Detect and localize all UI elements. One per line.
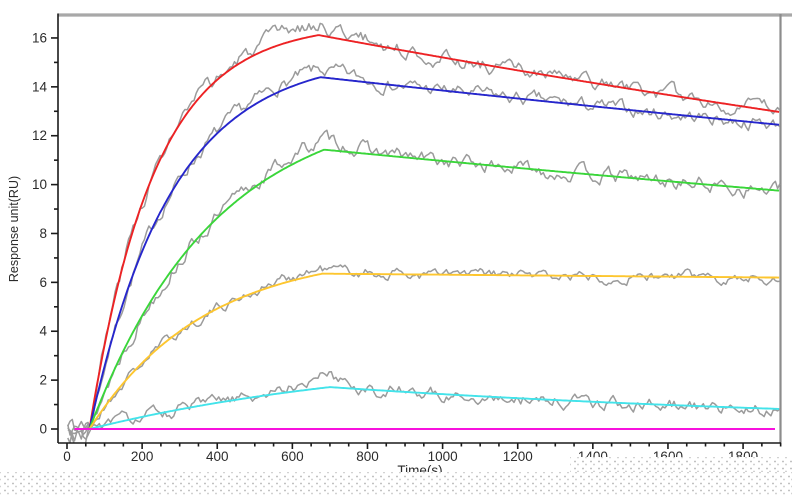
x-tick-label: 400 [206, 449, 229, 464]
x-tick-label: 1000 [428, 449, 458, 464]
y-tick-label: 6 [39, 275, 47, 290]
desktop-wallpaper-pattern [0, 472, 792, 495]
raw-trace-red [67, 22, 781, 442]
desktop-wallpaper-pattern [570, 457, 792, 472]
fit-yellow [88, 272, 780, 430]
x-tick-label: 800 [356, 449, 379, 464]
x-tick-label: 0 [63, 449, 71, 464]
x-tick-label: 1200 [503, 449, 533, 464]
fit-red [88, 34, 780, 430]
fit-cyan [89, 386, 780, 430]
raw-trace-green [67, 129, 781, 443]
y-tick-label: 4 [39, 324, 47, 339]
y-tick-label: 10 [32, 177, 47, 192]
fit-green [88, 148, 780, 430]
y-tick-label: 0 [39, 422, 47, 437]
raw-trace-blue [67, 63, 781, 443]
x-tick-label: 600 [281, 449, 304, 464]
curves-layer [67, 22, 781, 443]
y-axis-title: Response unit(RU) [7, 175, 21, 283]
x-tick-label: 200 [131, 449, 154, 464]
y-tick-label: 8 [39, 226, 47, 241]
raw-trace-cyan [67, 371, 781, 440]
y-tick-label: 16 [32, 30, 47, 45]
raw-trace-yellow [67, 264, 780, 435]
fit-blue [88, 76, 780, 430]
y-tick-label: 2 [39, 373, 47, 388]
axes [51, 13, 782, 449]
y-tick-label: 12 [32, 128, 47, 143]
y-tick-label: 14 [32, 79, 48, 94]
